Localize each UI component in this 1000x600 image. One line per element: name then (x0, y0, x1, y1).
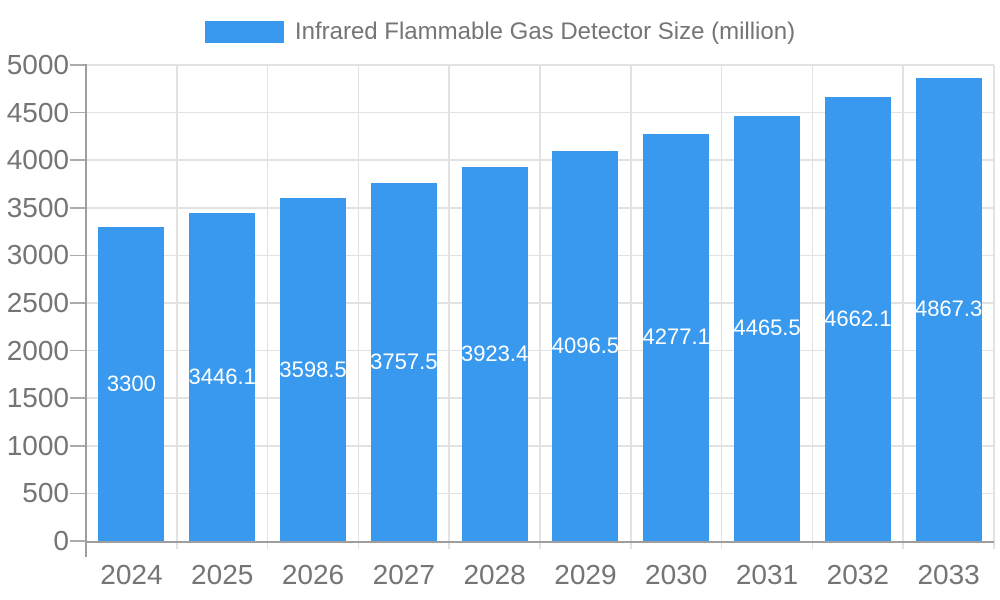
v-gridline (539, 65, 541, 549)
bar-value-label: 4662.1 (824, 306, 891, 332)
bar-2030[interactable]: 4277.1 (643, 133, 710, 541)
x-axis-label: 2024 (100, 559, 163, 590)
bar-value-label: 4465.5 (734, 315, 800, 341)
y-axis-tick (70, 254, 86, 257)
y-axis-label: 1000 (6, 429, 69, 461)
bar-2029[interactable]: 4096.5 (552, 151, 619, 541)
y-axis-label: 5000 (6, 49, 69, 80)
bar-2032[interactable]: 4662.1 (824, 97, 891, 541)
y-axis-tick (70, 492, 86, 495)
v-gridline (993, 65, 995, 549)
y-axis-tick (70, 207, 86, 209)
v-gridline (630, 65, 632, 549)
bar-value-label: 3446.1 (189, 363, 256, 389)
v-gridline (266, 65, 269, 549)
x-axis-label: 2033 (917, 559, 980, 590)
y-axis-tick (70, 540, 86, 542)
v-gridline (811, 65, 814, 549)
x-axis-label: 2026 (281, 559, 345, 590)
v-gridline (357, 65, 360, 549)
v-gridline (448, 65, 450, 549)
y-axis-label: 2000 (6, 334, 69, 366)
legend: Infrared Flammable Gas Detector Size (mi… (0, 18, 1000, 46)
y-axis-tick (70, 64, 86, 66)
y-axis-tick (70, 349, 86, 352)
y-axis-line (85, 64, 87, 557)
bar-2024[interactable]: 3300 (98, 226, 165, 541)
x-axis-label: 2028 (463, 559, 526, 590)
bar-value-label: 3300 (106, 370, 156, 396)
bar-value-label: 4867.3 (915, 296, 982, 322)
bar-2025[interactable]: 3446.1 (189, 212, 256, 541)
x-axis-label: 2025 (191, 559, 254, 590)
bar-2026[interactable]: 3598.5 (280, 198, 346, 541)
bar-value-label: 3923.4 (461, 341, 528, 367)
bar-2028[interactable]: 3923.4 (461, 167, 528, 541)
y-axis-label: 4000 (6, 144, 69, 176)
bar-2027[interactable]: 3757.5 (370, 183, 437, 541)
bar-value-label: 4277.1 (643, 324, 710, 350)
y-axis-label: 3500 (6, 191, 69, 223)
bar-2033[interactable]: 4867.3 (915, 77, 982, 541)
bar-2031[interactable]: 4465.5 (734, 115, 800, 541)
bar-value-label: 3757.5 (370, 349, 437, 375)
y-axis-label: 4500 (6, 96, 69, 128)
x-axis-label: 2030 (645, 559, 708, 590)
y-axis-tick (70, 302, 86, 304)
y-axis-label: 3000 (6, 239, 69, 271)
y-axis-tick (70, 111, 86, 114)
x-axis-label: 2027 (372, 559, 435, 590)
y-axis-tick (70, 159, 86, 161)
legend-swatch (204, 21, 284, 43)
bar-value-label: 4096.5 (552, 332, 619, 358)
y-axis-label: 0 (53, 525, 69, 556)
y-axis-label: 2500 (6, 287, 69, 318)
x-axis-label: 2031 (735, 559, 799, 590)
legend-item[interactable]: Infrared Flammable Gas Detector Size (mi… (204, 18, 796, 46)
v-gridline (176, 65, 178, 549)
y-axis-label: 500 (22, 477, 69, 509)
x-axis-label: 2032 (826, 559, 889, 590)
v-gridline (720, 65, 723, 549)
y-axis-tick (70, 445, 86, 447)
x-axis-label: 2029 (554, 559, 617, 590)
legend-label: Infrared Flammable Gas Detector Size (mi… (294, 18, 796, 45)
x-axis-line (85, 541, 994, 543)
y-axis-label: 1500 (6, 382, 69, 414)
bar-value-label: 3598.5 (280, 356, 346, 382)
v-gridline (902, 65, 904, 549)
y-axis-tick (70, 397, 86, 399)
